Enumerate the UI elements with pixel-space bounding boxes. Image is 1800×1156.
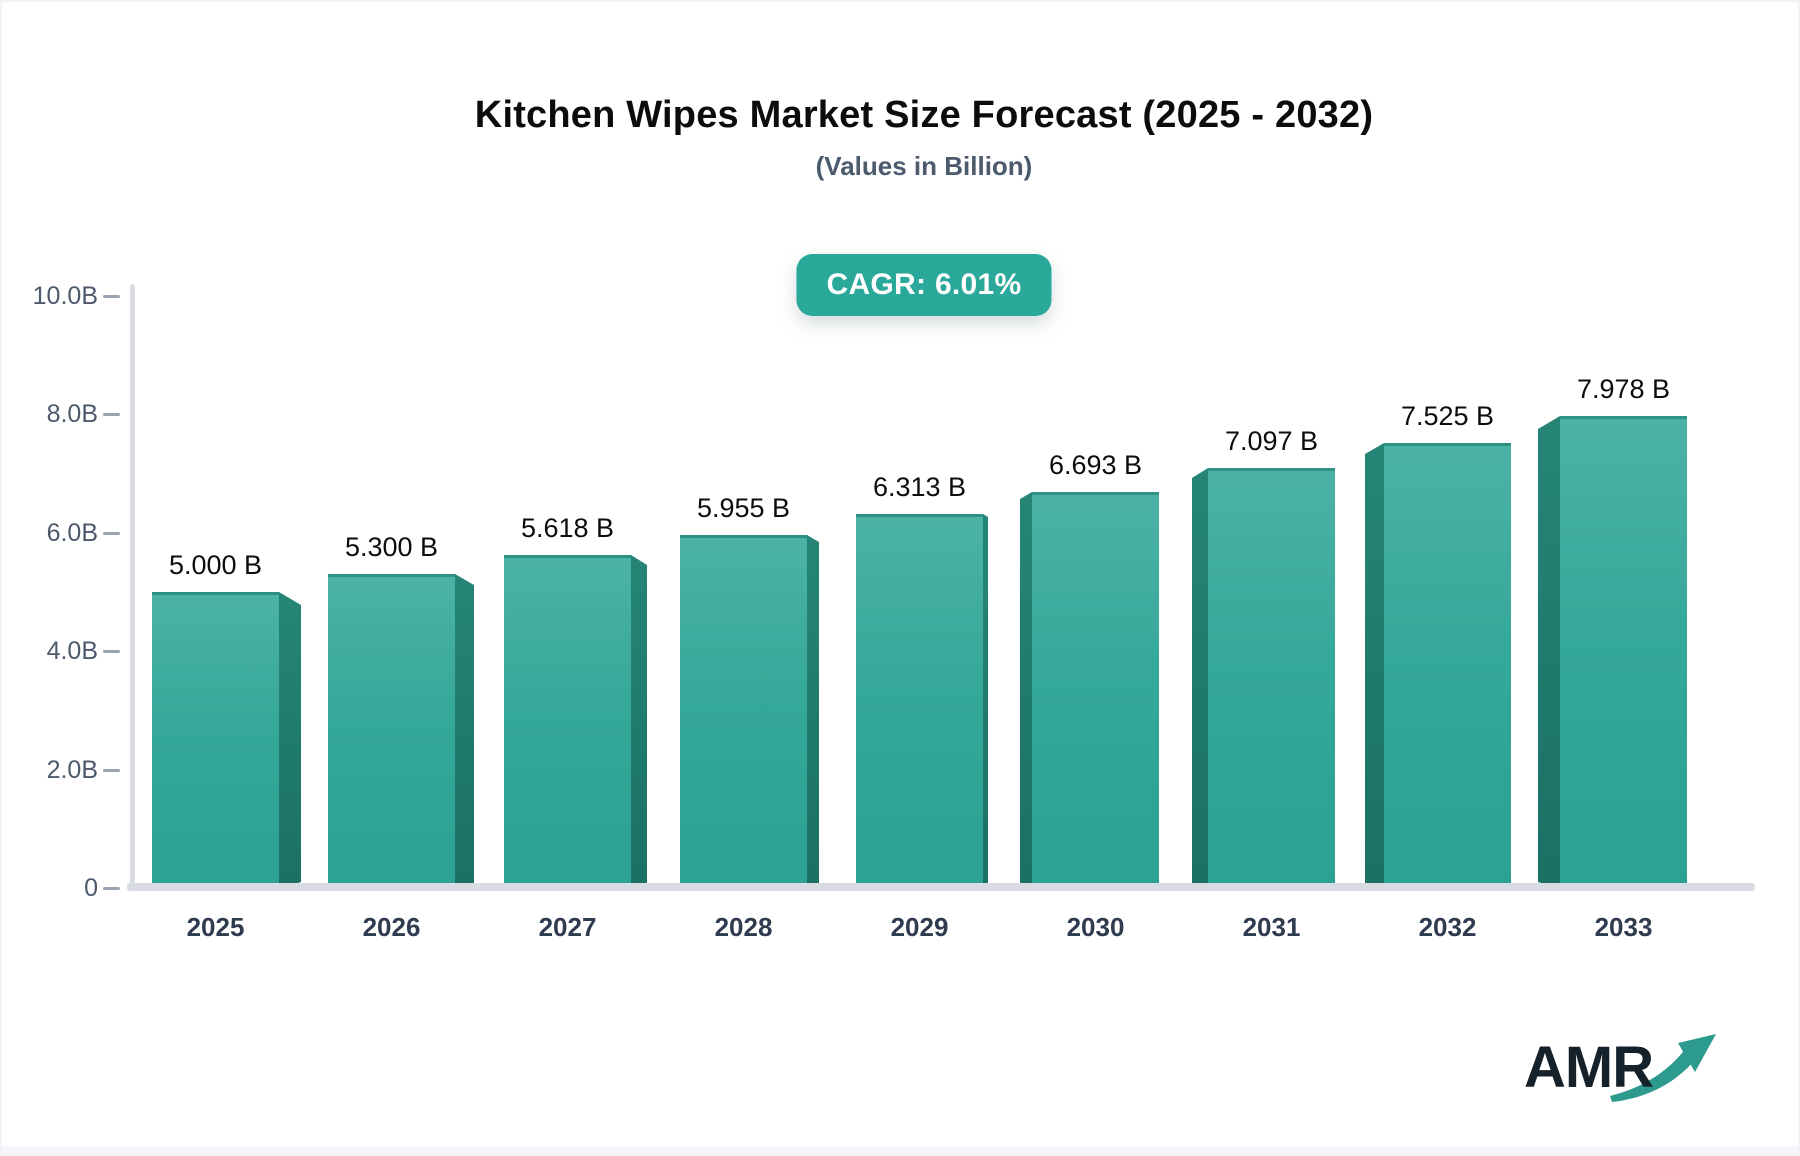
bar-2029 bbox=[856, 514, 983, 891]
y-axis-tick-mark bbox=[103, 531, 120, 535]
bar-side-2028 bbox=[807, 535, 819, 889]
bar-side-2032 bbox=[1365, 443, 1384, 889]
y-axis-tick-label: 8.0B bbox=[46, 400, 98, 429]
x-axis-label: 2025 bbox=[186, 912, 245, 942]
bar-value-label: 7.097 B bbox=[1224, 426, 1319, 456]
bar-side-2025 bbox=[279, 592, 301, 889]
y-axis-tick-mark bbox=[103, 768, 120, 772]
x-axis-line bbox=[127, 883, 1755, 891]
bar-2028 bbox=[680, 535, 807, 891]
bar-side-2033 bbox=[1538, 416, 1560, 889]
bar-2030 bbox=[1032, 492, 1159, 891]
x-axis-label: 2026 bbox=[362, 912, 421, 942]
y-axis-tick-mark bbox=[103, 413, 120, 417]
bar-2031 bbox=[1208, 468, 1335, 891]
bar-side-2026 bbox=[455, 574, 474, 889]
bar-value-label: 6.313 B bbox=[872, 472, 967, 502]
x-axis-label: 2032 bbox=[1418, 912, 1477, 942]
y-axis-tick-label: 6.0B bbox=[46, 518, 98, 547]
bar-side-2031 bbox=[1192, 468, 1208, 889]
bar-value-label: 7.978 B bbox=[1576, 374, 1671, 404]
amr-logo-text: AMR bbox=[1524, 1035, 1654, 1100]
bar-value-label: 7.525 B bbox=[1400, 401, 1495, 431]
chart-title: Kitchen Wipes Market Size Forecast (2025… bbox=[474, 94, 1374, 136]
bar-2033 bbox=[1560, 416, 1687, 891]
cagr-badge: CAGR: 6.01% bbox=[796, 254, 1052, 316]
y-axis-tick-mark bbox=[103, 650, 120, 654]
y-axis-tick-label: 0 bbox=[84, 874, 98, 902]
x-axis-label: 2031 bbox=[1242, 912, 1301, 942]
y-axis-tick-label: 10.0B bbox=[32, 282, 98, 310]
y-axis-tick-mark bbox=[103, 295, 120, 298]
y-axis-line bbox=[130, 284, 135, 891]
bar-value-label: 5.300 B bbox=[344, 532, 439, 562]
x-axis-label: 2033 bbox=[1594, 912, 1653, 942]
bar-2032 bbox=[1384, 443, 1511, 891]
chart-subtitle: (Values in Billion) bbox=[815, 151, 1033, 181]
bar-2025 bbox=[152, 592, 279, 891]
bar-side-2030 bbox=[1020, 492, 1032, 889]
x-axis-label: 2029 bbox=[890, 912, 949, 942]
amr-logo: AMR bbox=[1512, 1032, 1732, 1122]
bar-2026 bbox=[328, 574, 455, 891]
x-axis-label: 2030 bbox=[1066, 912, 1125, 942]
bar-2027 bbox=[504, 555, 631, 891]
bar-side-2027 bbox=[631, 555, 647, 889]
x-axis-label: 2027 bbox=[538, 912, 597, 942]
y-axis-tick-label: 4.0B bbox=[46, 637, 98, 666]
bar-value-label: 5.618 B bbox=[520, 513, 615, 543]
x-axis-label: 2028 bbox=[714, 912, 773, 942]
y-axis-tick-mark bbox=[103, 887, 120, 890]
bar-value-label: 6.693 B bbox=[1048, 450, 1143, 480]
bar-value-label: 5.000 B bbox=[168, 550, 263, 580]
trend-up-arrow-icon bbox=[1610, 1034, 1716, 1102]
y-axis-tick-label: 2.0B bbox=[46, 755, 98, 784]
bar-side-2029 bbox=[983, 514, 988, 889]
bar-value-label: 5.955 B bbox=[696, 493, 791, 523]
